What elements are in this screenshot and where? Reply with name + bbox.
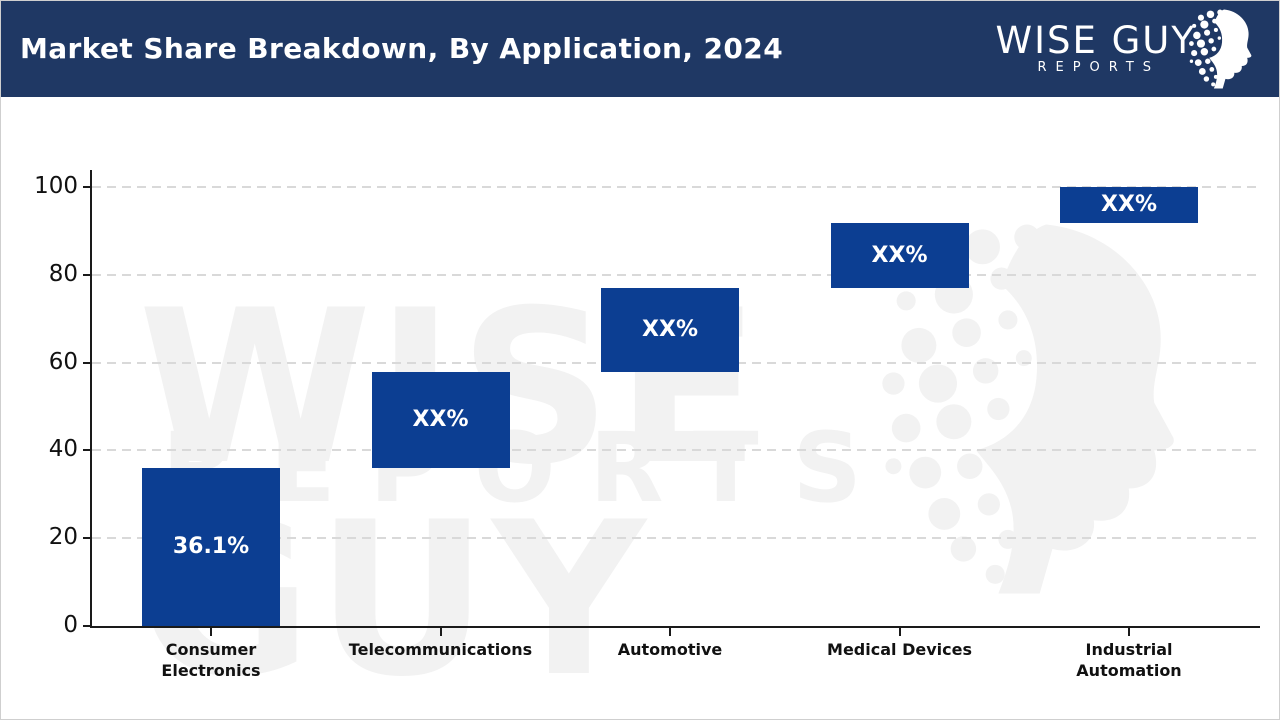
waterfall-chart: 0 20 40 60 80 100 36.1% Consumer Electronics XX%… [0, 97, 1280, 720]
gridline-100 [92, 186, 1258, 188]
wise-guy-logo: WISE GUY REPORTS [996, 7, 1254, 91]
bar-medical-devices: XX% [830, 222, 969, 288]
x-category-label: Consumer Electronics [161, 640, 261, 680]
bar-value-label: 36.1% [172, 534, 250, 560]
y-tick-20 [83, 537, 91, 540]
x-category-label: Industrial Automation [1076, 640, 1182, 680]
bar-value-label: XX% [412, 407, 469, 433]
x-tick [1128, 628, 1130, 636]
page-title: Market Share Breakdown, By Application, … [20, 32, 784, 65]
y-tick-0 [83, 625, 91, 627]
y-tick-60 [83, 361, 91, 364]
x-tick [669, 628, 671, 636]
y-tick-label: 80 [48, 260, 78, 287]
x-tick [210, 628, 212, 636]
x-category-label: Medical Devices [827, 640, 972, 659]
y-tick-100 [83, 186, 91, 188]
header-bar: Market Share Breakdown, By Application, … [0, 0, 1280, 97]
y-tick-label: 60 [48, 348, 78, 375]
logo-subtitle: REPORTS [1037, 60, 1161, 76]
bar-industrial-automation: XX% [1060, 187, 1198, 223]
head-dots-icon [1189, 9, 1252, 88]
logo-text: WISE GUY REPORTS [995, 18, 1196, 76]
x-category-label: Automotive [617, 640, 723, 659]
y-axis-spine [90, 170, 92, 628]
logo-wordmark: WISE GUY [995, 18, 1196, 62]
y-tick-label: 40 [48, 436, 78, 463]
bar-value-label: XX% [1101, 192, 1157, 218]
y-tick-40 [83, 449, 91, 452]
gridline-40 [92, 449, 1258, 452]
x-axis-spine [90, 626, 1260, 628]
gridline-80 [92, 273, 1258, 276]
y-tick-80 [83, 273, 91, 276]
bar-automotive: XX% [601, 287, 739, 372]
x-tick [439, 628, 442, 636]
y-tick-label: 20 [48, 524, 78, 551]
bar-value-label: XX% [871, 242, 928, 268]
y-tick-label: 0 [63, 612, 78, 638]
x-category-label: Telecommunications [348, 640, 533, 659]
gridline-20 [92, 537, 1258, 540]
bar-consumer-electronics: 36.1% [142, 467, 280, 626]
bar-telecommunications: XX% [371, 371, 510, 468]
x-tick [898, 628, 901, 636]
bar-value-label: XX% [642, 317, 698, 343]
y-tick-label: 100 [34, 173, 78, 199]
